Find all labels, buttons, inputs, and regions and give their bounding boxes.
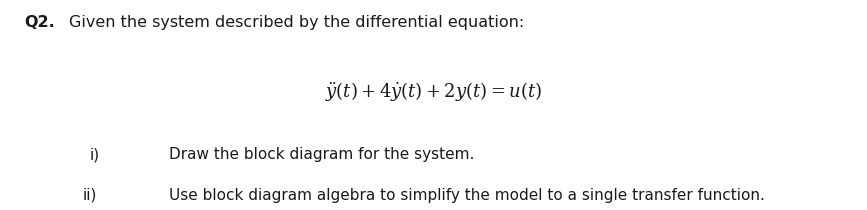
Text: Given the system described by the differential equation:: Given the system described by the differ…: [69, 15, 525, 30]
Text: Draw the block diagram for the system.: Draw the block diagram for the system.: [169, 147, 474, 162]
Text: Use block diagram algebra to simplify the model to a single transfer function.: Use block diagram algebra to simplify th…: [169, 188, 765, 203]
Text: ii): ii): [82, 188, 97, 203]
Text: Q2.: Q2.: [24, 15, 55, 30]
Text: i): i): [89, 147, 100, 162]
Text: $\ddot{y}(t)+4\dot{y}(t)+2y(t) = u(t)$: $\ddot{y}(t)+4\dot{y}(t)+2y(t) = u(t)$: [325, 80, 542, 103]
